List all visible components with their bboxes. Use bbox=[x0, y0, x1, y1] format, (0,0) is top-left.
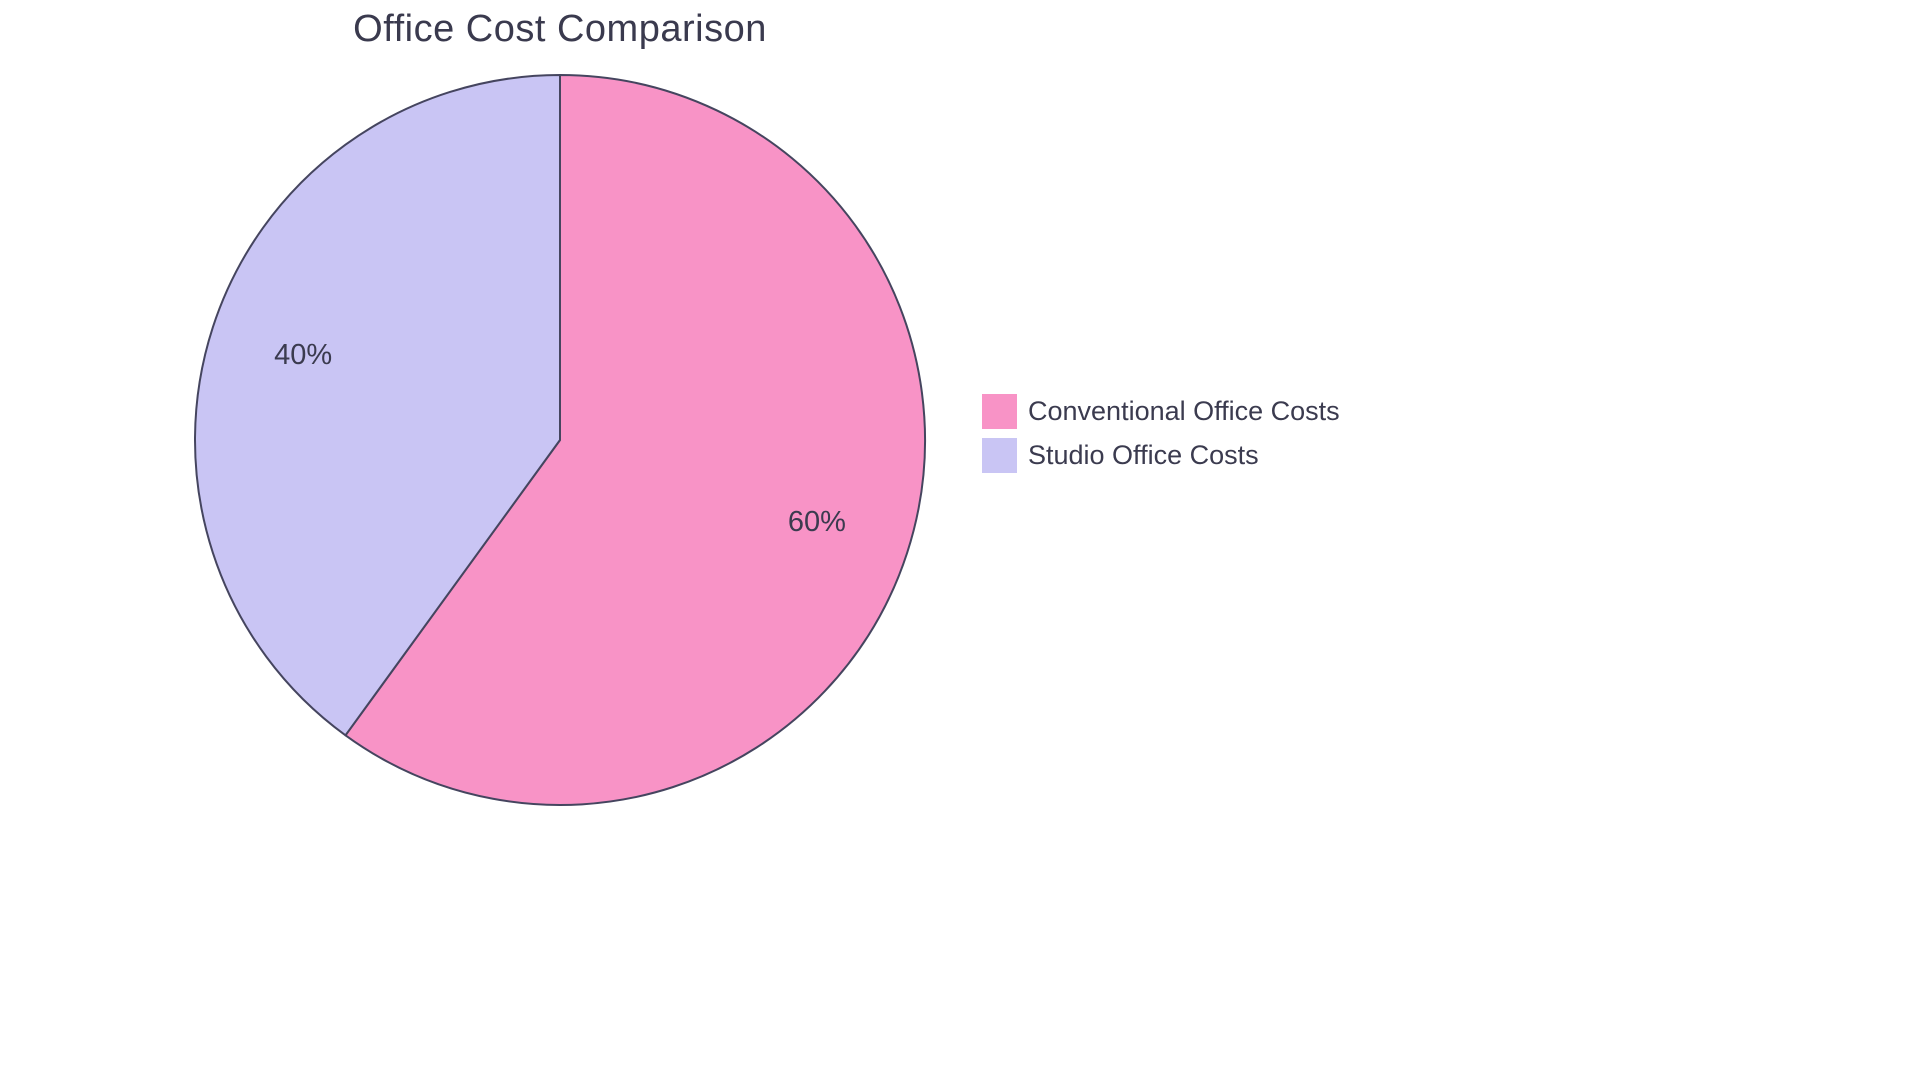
pie-slice-studio-office-costs bbox=[194, 74, 561, 737]
legend: Conventional Office Costs Studio Office … bbox=[982, 394, 1340, 473]
chart-title: Office Cost Comparison bbox=[353, 8, 767, 50]
legend-swatch-conventional bbox=[982, 394, 1017, 429]
legend-item-conventional: Conventional Office Costs bbox=[982, 394, 1340, 429]
slice-percentage-label-conventional-office-costs: 60% bbox=[788, 506, 846, 538]
legend-item-studio: Studio Office Costs bbox=[982, 438, 1340, 473]
pie-slice-conventional-office-costs bbox=[344, 74, 926, 806]
legend-label-conventional: Conventional Office Costs bbox=[1028, 396, 1340, 426]
legend-label-studio: Studio Office Costs bbox=[1028, 440, 1259, 470]
legend-swatch-studio bbox=[982, 438, 1017, 473]
slice-percentage-label-studio-office-costs: 40% bbox=[274, 339, 332, 371]
